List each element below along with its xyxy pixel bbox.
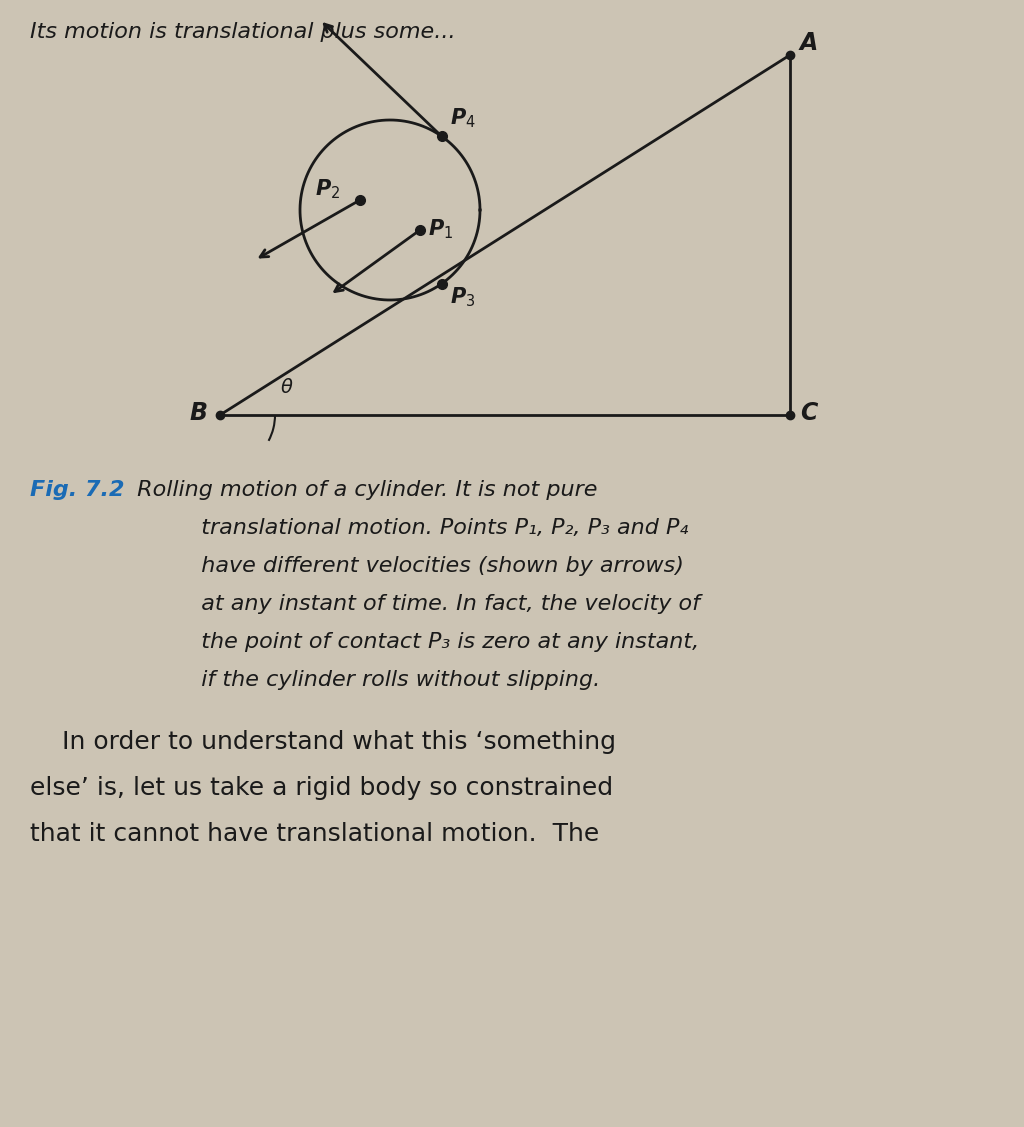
Text: B: B	[190, 401, 208, 425]
Text: have different velocities (shown by arrows): have different velocities (shown by arro…	[130, 556, 684, 576]
Text: translational motion. Points P₁, P₂, P₃ and P₄: translational motion. Points P₁, P₂, P₃ …	[130, 518, 688, 538]
Text: P$_2$: P$_2$	[315, 177, 340, 201]
Text: if the cylinder rolls without slipping.: if the cylinder rolls without slipping.	[130, 669, 600, 690]
Text: Fig. 7.2: Fig. 7.2	[30, 480, 125, 500]
Text: that it cannot have translational motion.  The: that it cannot have translational motion…	[30, 822, 599, 846]
Text: Its motion is translational plus some...: Its motion is translational plus some...	[30, 23, 456, 42]
Text: P$_1$: P$_1$	[428, 218, 454, 240]
Text: C: C	[800, 401, 817, 425]
Text: P$_3$: P$_3$	[450, 286, 475, 309]
Text: else’ is, let us take a rigid body so constrained: else’ is, let us take a rigid body so co…	[30, 777, 613, 800]
Text: P$_4$: P$_4$	[450, 106, 475, 130]
Text: Rolling motion of a cylinder. It is not pure: Rolling motion of a cylinder. It is not …	[130, 480, 597, 500]
Text: the point of contact P₃ is zero at any instant,: the point of contact P₃ is zero at any i…	[130, 632, 699, 653]
Text: A: A	[800, 32, 818, 55]
Text: $\theta$: $\theta$	[280, 378, 294, 397]
Text: In order to understand what this ‘something: In order to understand what this ‘someth…	[30, 730, 616, 754]
Text: at any instant of time. In fact, the velocity of: at any instant of time. In fact, the vel…	[130, 594, 700, 614]
